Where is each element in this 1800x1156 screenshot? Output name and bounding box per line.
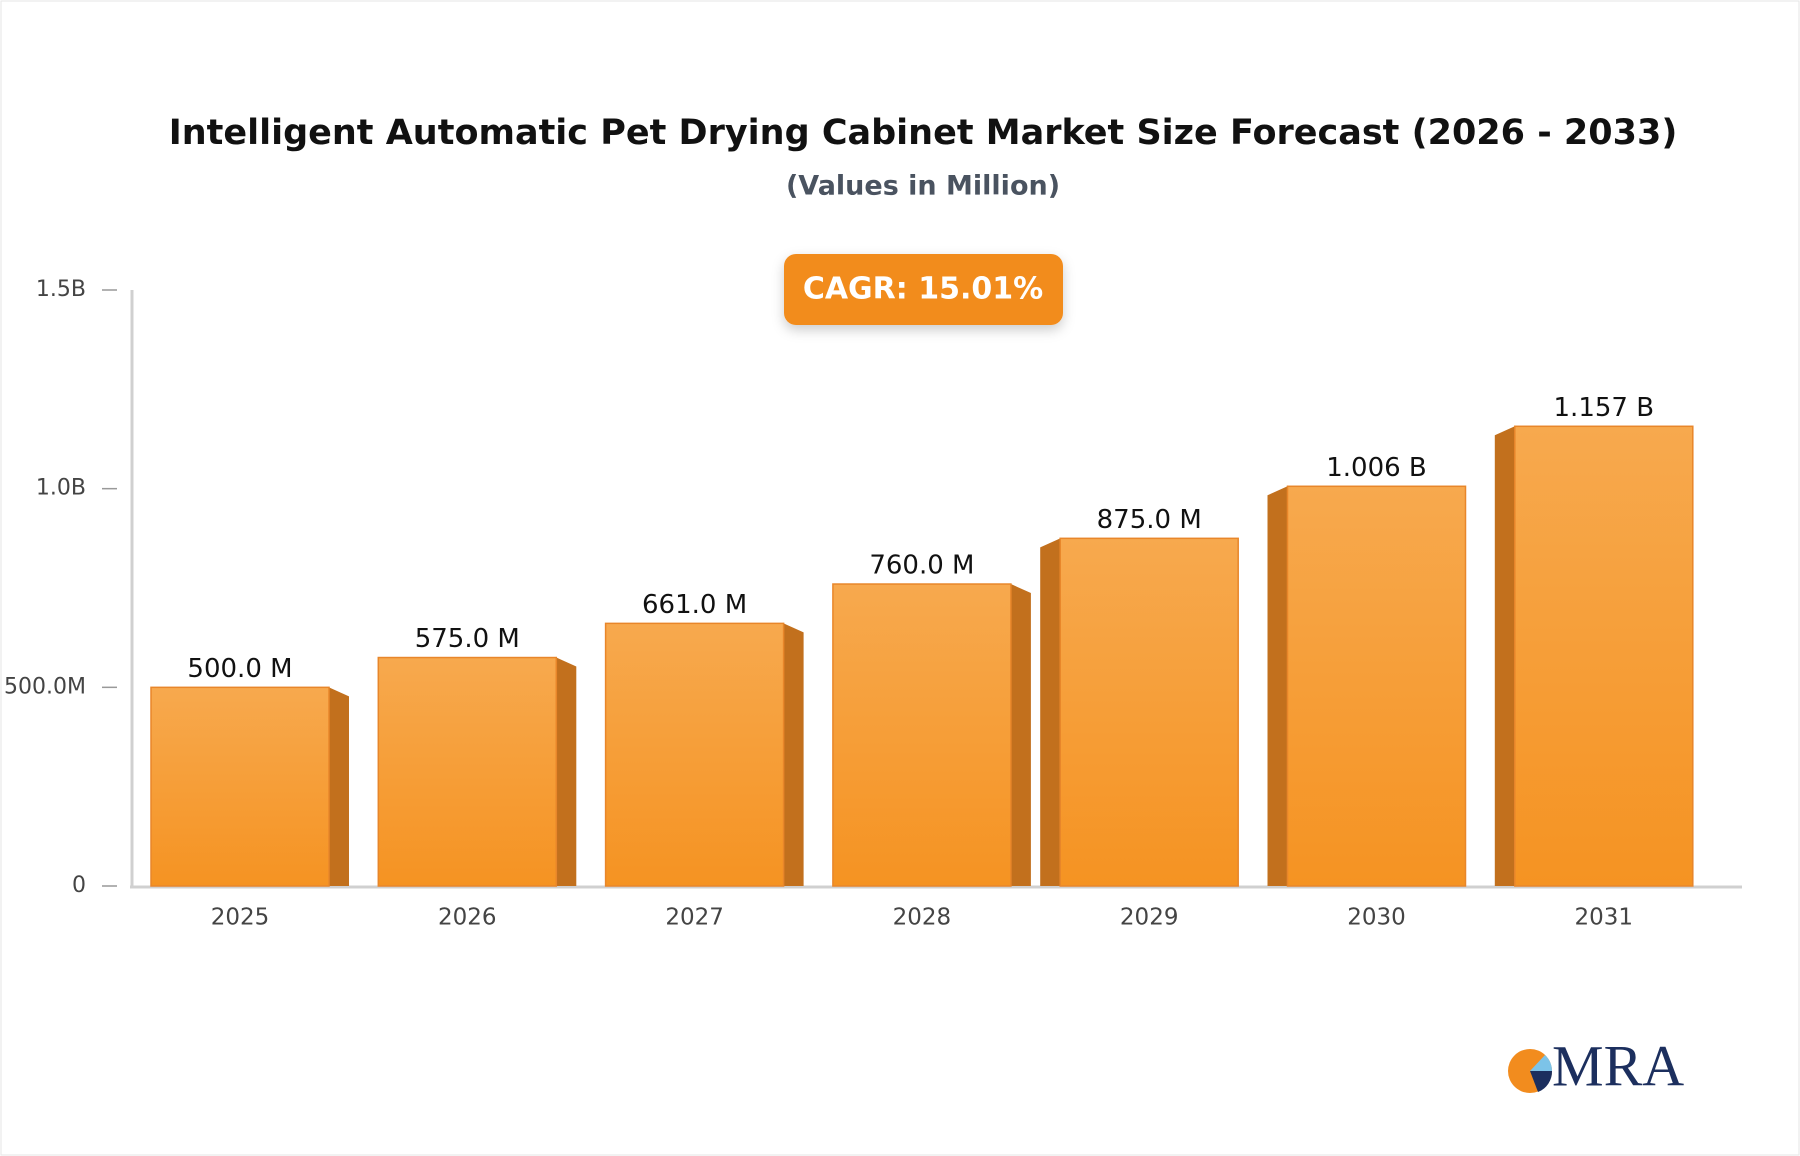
x-tick-label: 2028 (893, 905, 952, 931)
logo-mark-slice (1530, 1055, 1552, 1071)
y-tick-label: 0 (72, 873, 86, 898)
x-tick-label: 2029 (1120, 905, 1179, 931)
logo: MRA (1508, 1033, 1684, 1098)
x-tick-label: 2026 (438, 905, 497, 931)
value-label: 1.006 B (1326, 453, 1427, 483)
value-label: 1.157 B (1554, 393, 1655, 423)
bar (1286, 485, 1467, 887)
bar-side (783, 623, 804, 886)
bar (150, 686, 330, 887)
bar-side (1494, 426, 1515, 886)
bar (377, 656, 558, 887)
bar (832, 583, 1012, 887)
cagr-badge (784, 254, 1063, 325)
logo-mark-slice (1530, 1071, 1553, 1092)
value-label: 661.0 M (642, 590, 747, 620)
bar (1514, 425, 1694, 887)
bar (604, 622, 785, 887)
chart-title: Intelligent Automatic Pet Drying Cabinet… (169, 113, 1678, 153)
cagr-label: CAGR: 15.01% (803, 272, 1043, 307)
bar-side (1010, 584, 1031, 886)
value-label: 500.0 M (187, 654, 292, 684)
y-tick-label: 1.5B (36, 277, 86, 302)
bar-side (1040, 538, 1061, 886)
value-label: 875.0 M (1097, 505, 1202, 535)
value-label: 575.0 M (415, 624, 520, 654)
logo-text: MRA (1552, 1033, 1684, 1098)
x-tick-label: 2027 (665, 905, 724, 931)
bar-side (1267, 486, 1288, 886)
x-tick-label: 2025 (211, 905, 270, 931)
x-tick-label: 2030 (1347, 905, 1406, 931)
bar-side (556, 657, 577, 886)
bar-side (329, 687, 349, 886)
chart-subtitle: (Values in Million) (786, 171, 1060, 202)
bar (1059, 537, 1239, 887)
y-tick-label: 1.0B (36, 476, 86, 501)
x-tick-label: 2031 (1575, 905, 1634, 931)
y-tick-label: 500.0M (4, 674, 86, 699)
value-label: 760.0 M (869, 551, 974, 581)
